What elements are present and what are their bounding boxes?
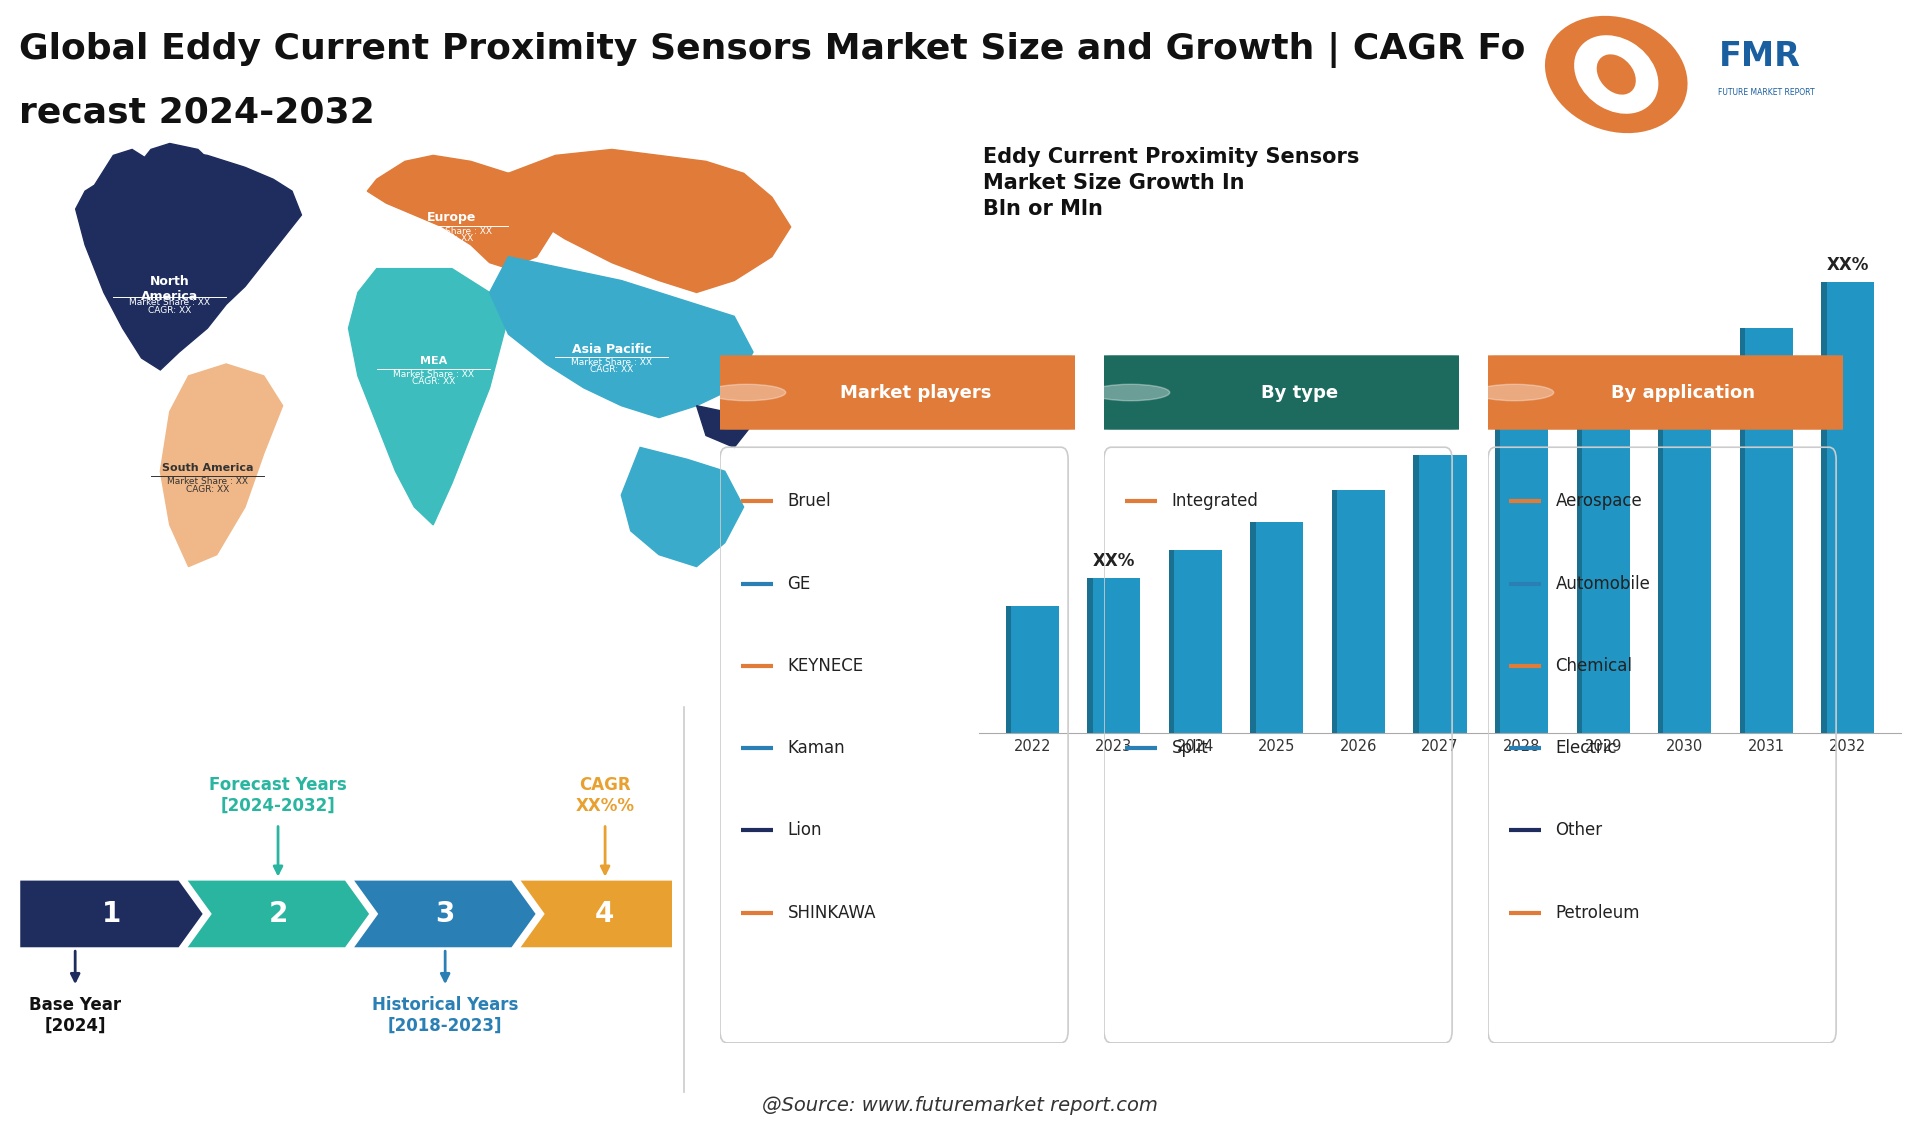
FancyBboxPatch shape [699,355,1096,430]
Text: Lion: Lion [787,822,822,839]
Bar [1006,606,1012,733]
Text: South America: South America [161,463,253,473]
Text: By application: By application [1611,384,1755,401]
Bar [1250,521,1304,733]
FancyBboxPatch shape [1467,355,1864,430]
Bar [1496,419,1548,733]
Bar [1576,387,1582,733]
Text: 1: 1 [102,900,121,928]
Polygon shape [348,268,509,525]
Polygon shape [490,149,791,292]
Text: recast 2024-2032: recast 2024-2032 [19,96,374,129]
Text: Base Year
[2024]: Base Year [2024] [29,996,121,1035]
Polygon shape [367,156,555,268]
Text: Market Share : XX: Market Share : XX [167,477,248,486]
Text: Eddy Current Proximity Sensors
Market Size Growth In
Bln or Mln: Eddy Current Proximity Sensors Market Si… [983,147,1359,219]
Text: Integrated: Integrated [1171,493,1258,510]
Text: CAGR: XX: CAGR: XX [411,377,455,386]
Bar [1250,521,1256,733]
Circle shape [1476,384,1553,401]
Polygon shape [186,880,371,949]
Text: GE: GE [787,574,810,592]
Text: MEA: MEA [420,356,447,366]
Text: FUTURE MARKET REPORT: FUTURE MARKET REPORT [1718,88,1814,97]
Text: Electric: Electric [1555,739,1617,758]
Text: @Source: www.futuremarket report.com: @Source: www.futuremarket report.com [762,1097,1158,1115]
Text: Forecast Years
[2024-2032]: Forecast Years [2024-2032] [209,776,348,815]
Text: Market Share : XX: Market Share : XX [394,370,474,378]
Text: 2: 2 [269,900,288,928]
Text: Aerospace: Aerospace [1555,493,1642,510]
Text: Automobile: Automobile [1555,574,1651,592]
Bar [1413,455,1467,733]
Bar [1822,282,1826,733]
Text: CAGR: XX: CAGR: XX [430,234,474,243]
Ellipse shape [1546,16,1688,133]
Text: XX%: XX% [1092,551,1135,570]
Text: CAGR
XX%%: CAGR XX%% [576,776,636,815]
Text: KEYNECE: KEYNECE [787,657,864,675]
Text: CAGR: XX: CAGR: XX [148,306,192,315]
Polygon shape [697,406,753,447]
Text: Kaman: Kaman [787,739,845,758]
Polygon shape [19,880,204,949]
Text: Chemical: Chemical [1555,657,1632,675]
Polygon shape [490,257,753,417]
Text: North
America: North America [140,275,198,304]
Bar [1659,356,1711,733]
Text: 3: 3 [434,900,455,928]
Ellipse shape [1574,36,1659,113]
Text: Market Share : XX: Market Share : XX [572,358,653,367]
Text: FMR: FMR [1718,40,1801,72]
Bar [1740,328,1793,733]
FancyBboxPatch shape [1083,355,1480,430]
Bar [1087,579,1092,733]
Bar [1332,490,1384,733]
Bar [1006,606,1058,733]
Bar [1822,282,1874,733]
Text: Europe: Europe [428,212,476,225]
Bar [1169,550,1221,733]
Ellipse shape [1597,54,1636,95]
Bar [1087,579,1140,733]
Bar [1332,490,1336,733]
Bar [1659,356,1663,733]
Text: Petroleum: Petroleum [1555,903,1640,921]
Polygon shape [351,880,538,949]
Text: Market Share : XX: Market Share : XX [129,298,209,307]
Polygon shape [622,447,743,566]
Text: CAGR: XX: CAGR: XX [186,485,228,494]
Text: 4: 4 [595,900,614,928]
Text: Market Share : XX: Market Share : XX [411,227,492,236]
Bar [1576,387,1630,733]
Circle shape [708,384,785,401]
Polygon shape [142,143,217,191]
Bar [1413,455,1419,733]
Circle shape [1092,384,1169,401]
Text: Bruel: Bruel [787,493,831,510]
Text: CAGR: XX: CAGR: XX [589,366,634,375]
Text: Split: Split [1171,739,1208,758]
Bar [1496,419,1500,733]
Polygon shape [518,880,678,949]
Text: Global Eddy Current Proximity Sensors Market Size and Growth | CAGR Fo: Global Eddy Current Proximity Sensors Ma… [19,32,1526,68]
Text: By type: By type [1261,384,1338,401]
Text: Historical Years
[2018-2023]: Historical Years [2018-2023] [372,996,518,1035]
Text: XX%: XX% [1826,256,1868,274]
Polygon shape [75,149,301,370]
Text: SHINKAWA: SHINKAWA [787,903,876,921]
Text: Other: Other [1555,822,1603,839]
Text: Market players: Market players [839,384,991,401]
Text: Asia Pacific: Asia Pacific [572,343,651,355]
Bar [1169,550,1175,733]
Polygon shape [159,364,282,566]
Bar [1740,328,1745,733]
